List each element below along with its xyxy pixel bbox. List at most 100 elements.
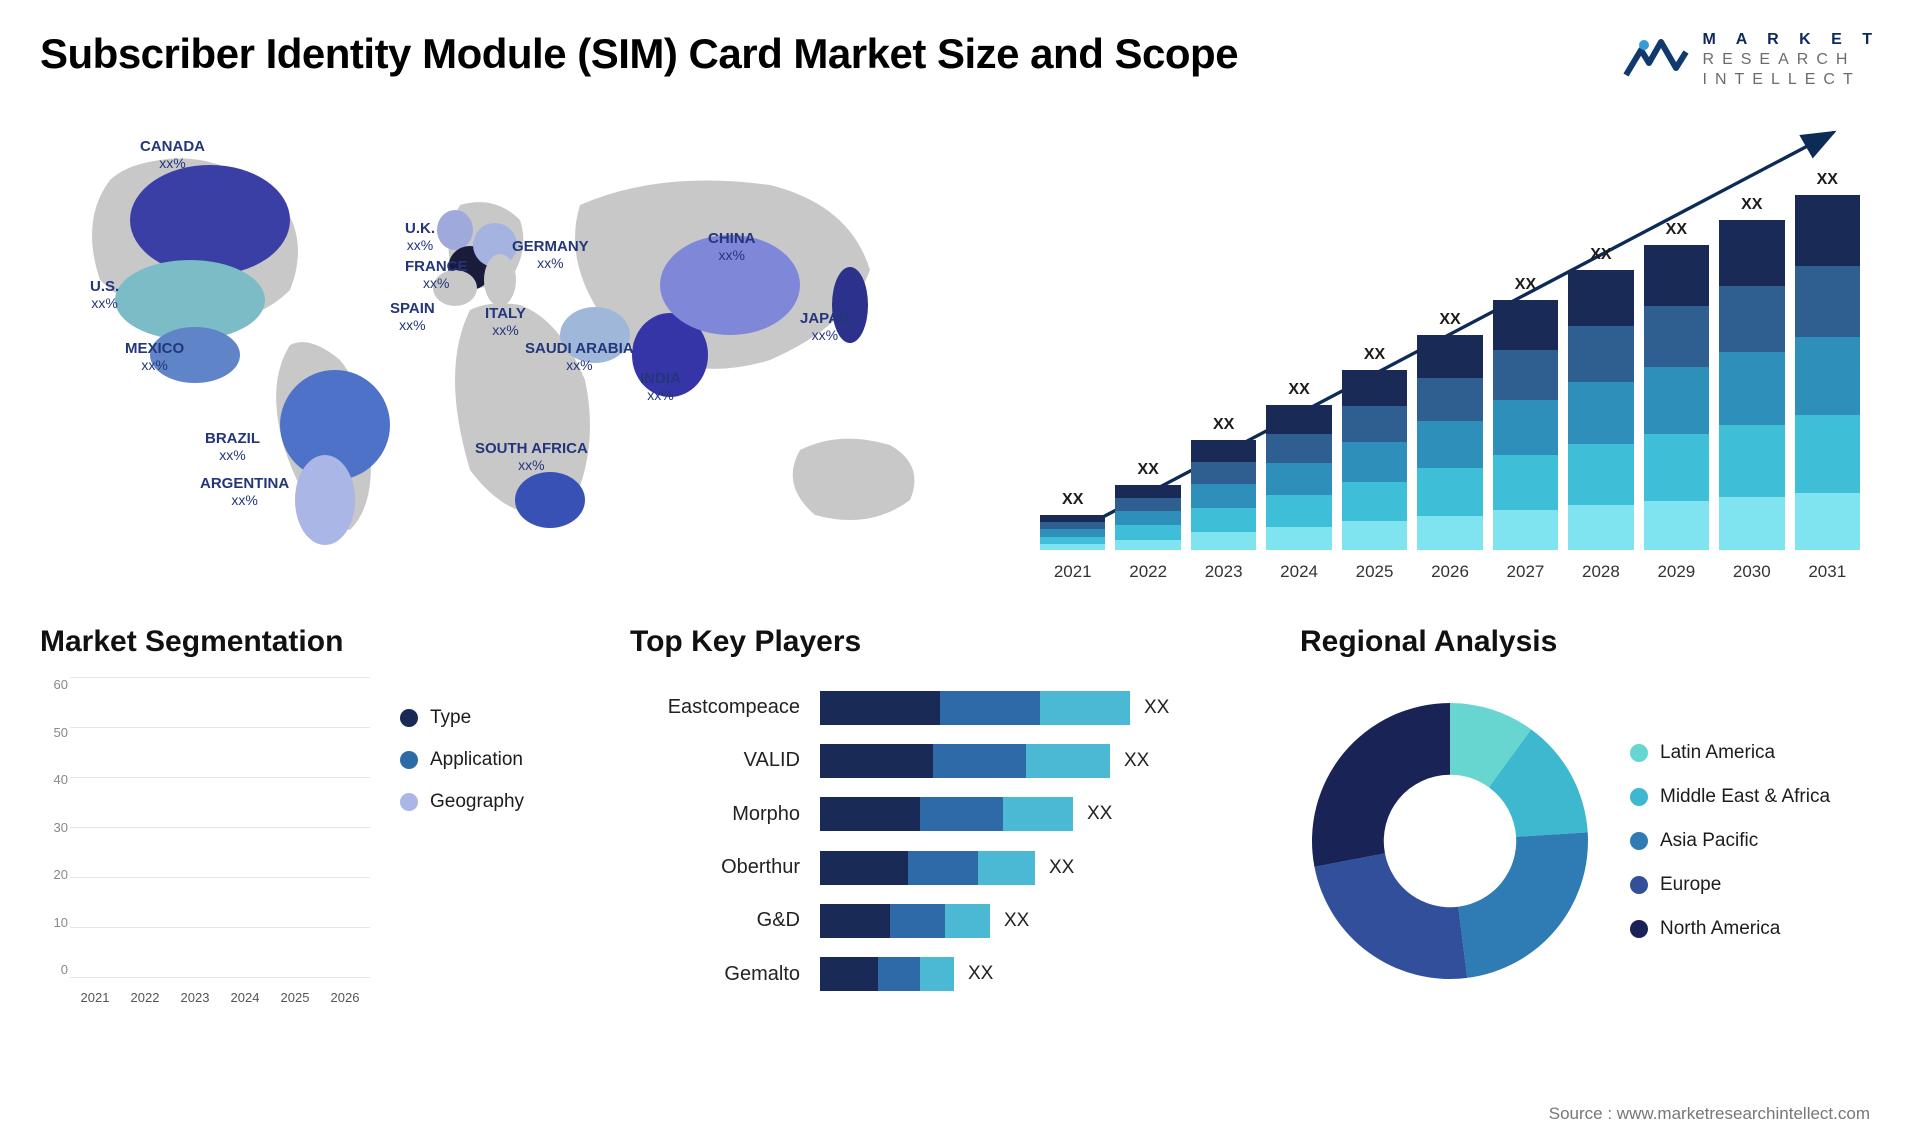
key-player-value: XX — [1049, 857, 1074, 879]
key-player-label: Morpho — [630, 803, 800, 826]
market-xlabel: 2030 — [1719, 562, 1784, 582]
regional-legend-item: Latin America — [1630, 742, 1880, 764]
map-label-germany: GERMANYxx% — [512, 238, 589, 271]
map-label-japan: JAPANxx% — [800, 310, 850, 343]
market-bar-value: XX — [1138, 461, 1159, 479]
segmentation-chart: 60 50 40 30 20 10 0 2021 2022 2023 2024 2025 2026 — [40, 677, 370, 1005]
seg-xlabel: 2024 — [225, 990, 265, 1005]
market-xlabel: 2028 — [1568, 562, 1633, 582]
regional-legend-item: Middle East & Africa — [1630, 786, 1880, 808]
map-label-canada: CANADAxx% — [140, 138, 205, 171]
key-players-labels: EastcompeaceVALIDMorphoOberthurG&DGemalt… — [630, 677, 800, 1005]
market-xlabel: 2031 — [1795, 562, 1860, 582]
map-label-france: FRANCExx% — [405, 258, 468, 291]
market-xlabel: 2025 — [1342, 562, 1407, 582]
map-label-u-k-: U.K.xx% — [405, 220, 435, 253]
map-label-brazil: BRAZILxx% — [205, 430, 260, 463]
market-bar-value: XX — [1439, 311, 1460, 329]
key-players-title: Top Key Players — [630, 625, 1270, 659]
key-players-bars: XX XX XX XX XX XX — [820, 677, 1270, 1005]
key-player-bar-eastcompeace: XX — [820, 691, 1270, 725]
key-player-label: Eastcompeace — [630, 696, 800, 719]
market-bar-value: XX — [1741, 196, 1762, 214]
seg-ytick: 40 — [40, 772, 68, 787]
source-attribution: Source : www.marketresearchintellect.com — [1549, 1104, 1870, 1124]
regional-panel: Regional Analysis Latin America Middle Ea… — [1300, 625, 1880, 1005]
regional-title: Regional Analysis — [1300, 625, 1880, 659]
market-bar-2026: XX — [1417, 335, 1482, 550]
seg-xlabel: 2025 — [275, 990, 315, 1005]
market-bar-value: XX — [1062, 491, 1083, 509]
key-player-label: G&D — [630, 909, 800, 932]
seg-ytick: 10 — [40, 915, 68, 930]
market-bar-2024: XX — [1266, 405, 1331, 550]
regional-donut-chart — [1300, 691, 1600, 991]
map-label-india: INDIAxx% — [640, 370, 681, 403]
page-title: Subscriber Identity Module (SIM) Card Ma… — [40, 30, 1238, 78]
donut-slice-europe — [1314, 853, 1467, 979]
map-label-south-africa: SOUTH AFRICAxx% — [475, 440, 588, 473]
regional-legend-item: Europe — [1630, 874, 1880, 896]
key-player-label: Gemalto — [630, 963, 800, 986]
segmentation-title: Market Segmentation — [40, 625, 600, 659]
seg-ytick: 50 — [40, 725, 68, 740]
key-player-bar-valid: XX — [820, 744, 1270, 778]
market-bar-value: XX — [1213, 416, 1234, 434]
brand-logo-l2: RESEARCH — [1703, 50, 1880, 70]
market-bar-2029: XX — [1644, 245, 1709, 550]
key-player-bar-gd: XX — [820, 904, 1270, 938]
market-bar-2028: XX — [1568, 270, 1633, 550]
market-bar-value: XX — [1817, 171, 1838, 189]
key-player-value: XX — [1004, 910, 1029, 932]
brand-logo-l1: M A R K E T — [1703, 30, 1880, 50]
map-label-argentina: ARGENTINAxx% — [200, 475, 289, 508]
key-players-panel: Top Key Players EastcompeaceVALIDMorphoO… — [630, 625, 1270, 1005]
market-xlabel: 2023 — [1191, 562, 1256, 582]
key-player-value: XX — [1124, 750, 1149, 772]
market-xlabel: 2027 — [1493, 562, 1558, 582]
map-label-italy: ITALYxx% — [485, 305, 526, 338]
regional-legend: Latin America Middle East & Africa Asia Pa… — [1630, 742, 1880, 940]
seg-ytick: 20 — [40, 867, 68, 882]
market-bar-value: XX — [1364, 346, 1385, 364]
brand-logo: M A R K E T RESEARCH INTELLECT — [1621, 30, 1880, 90]
regional-legend-item: North America — [1630, 918, 1880, 940]
map-label-mexico: MEXICOxx% — [125, 340, 184, 373]
seg-legend-item: Type — [400, 707, 600, 729]
seg-legend-item: Application — [400, 749, 600, 771]
segmentation-legend: Type Application Geography — [400, 677, 600, 1005]
regional-legend-item: Asia Pacific — [1630, 830, 1880, 852]
seg-ytick: 30 — [40, 820, 68, 835]
map-label-china: CHINAxx% — [708, 230, 756, 263]
market-bar-2023: XX — [1191, 440, 1256, 550]
brand-logo-mark — [1621, 30, 1691, 90]
market-size-chart: XXXXXXXXXXXXXXXXXXXXXX 20212022202320242… — [1020, 110, 1880, 590]
market-bar-value: XX — [1288, 381, 1309, 399]
map-label-spain: SPAINxx% — [390, 300, 435, 333]
market-xlabel: 2029 — [1644, 562, 1709, 582]
map-label-saudi-arabia: SAUDI ARABIAxx% — [525, 340, 634, 373]
segmentation-panel: Market Segmentation 60 50 40 30 20 10 0 2021 20… — [40, 625, 600, 1005]
key-player-value: XX — [1087, 803, 1112, 825]
key-player-bar-oberthur: XX — [820, 851, 1270, 885]
seg-xlabel: 2022 — [125, 990, 165, 1005]
market-xlabel: 2026 — [1417, 562, 1482, 582]
seg-xlabel: 2023 — [175, 990, 215, 1005]
market-bar-value: XX — [1666, 221, 1687, 239]
market-bar-2022: XX — [1115, 485, 1180, 550]
key-player-label: Oberthur — [630, 856, 800, 879]
market-bar-2021: XX — [1040, 515, 1105, 550]
seg-legend-item: Geography — [400, 791, 600, 813]
market-bar-value: XX — [1515, 276, 1536, 294]
seg-xlabel: 2026 — [325, 990, 365, 1005]
market-xlabel: 2022 — [1115, 562, 1180, 582]
seg-xlabel: 2021 — [75, 990, 115, 1005]
market-xlabel: 2021 — [1040, 562, 1105, 582]
seg-ytick: 0 — [40, 962, 68, 977]
market-bar-2027: XX — [1493, 300, 1558, 550]
donut-slice-north-america — [1312, 703, 1450, 867]
market-xlabel: 2024 — [1266, 562, 1331, 582]
key-player-bar-gemalto: XX — [820, 957, 1270, 991]
key-player-bar-morpho: XX — [820, 797, 1270, 831]
seg-ytick: 60 — [40, 677, 68, 692]
